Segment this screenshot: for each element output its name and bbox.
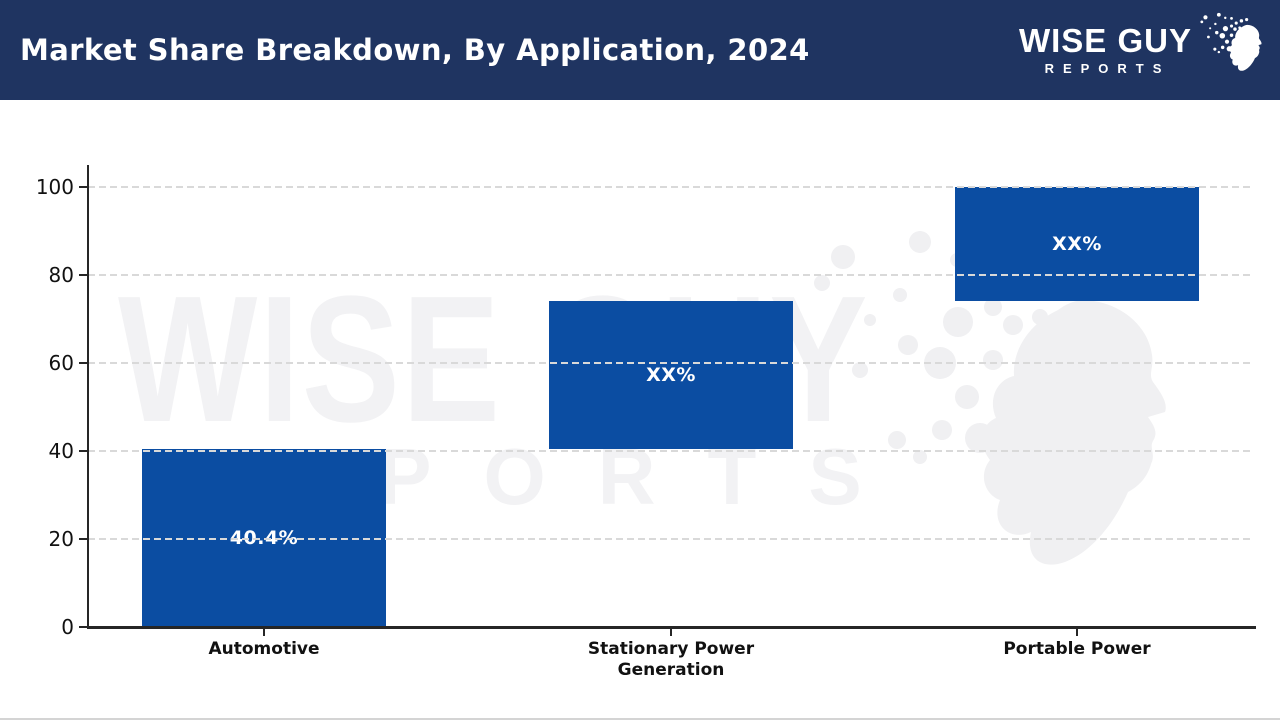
bar-3: XX% [955,187,1199,301]
logo-face-icon [1200,12,1262,71]
y-tick-mark [79,626,87,628]
y-tick-label: 40 [48,439,74,463]
bar-value-label: XX% [646,363,696,386]
gridline-100 [88,186,1253,188]
x-tick-mark [1076,629,1078,636]
wiseguy-logo: WISE GUY REPORTS [1019,11,1280,89]
header: Market Share Breakdown, By Application, … [0,0,1280,100]
y-tick-label: 0 [61,615,74,639]
logo-wordmark: WISE GUY REPORTS [1018,22,1192,77]
y-tick-label: 100 [35,175,74,199]
y-tick-mark [79,538,87,540]
gridline-20 [88,538,1253,540]
page-title: Market Share Breakdown, By Application, … [20,33,810,67]
y-tick-label: 60 [48,351,74,375]
y-tick-mark [79,450,87,452]
x-axis-category-label: Automotive [208,639,320,659]
x-tick-mark [670,629,672,636]
y-tick-label: 20 [48,527,74,551]
x-axis-line [87,626,1256,629]
bar-2: XX% [549,300,793,450]
y-tick-mark [79,362,87,364]
logo-wordmark-text: WISE GUY [1018,22,1192,59]
x-axis-category-label: Portable Power [1003,639,1151,659]
gridline-40 [88,450,1253,452]
bar-value-label: XX% [1052,232,1102,255]
y-axis-line [87,165,89,629]
x-tick-mark [263,629,265,636]
y-tick-mark [79,186,87,188]
y-tick-label: 80 [48,263,74,287]
y-tick-mark [79,274,87,276]
gridline-60 [88,362,1253,364]
gridline-80 [88,274,1253,276]
logo-subtitle-text: REPORTS [1044,61,1171,76]
x-axis-category-label: Stationary Power Generation [587,639,755,680]
